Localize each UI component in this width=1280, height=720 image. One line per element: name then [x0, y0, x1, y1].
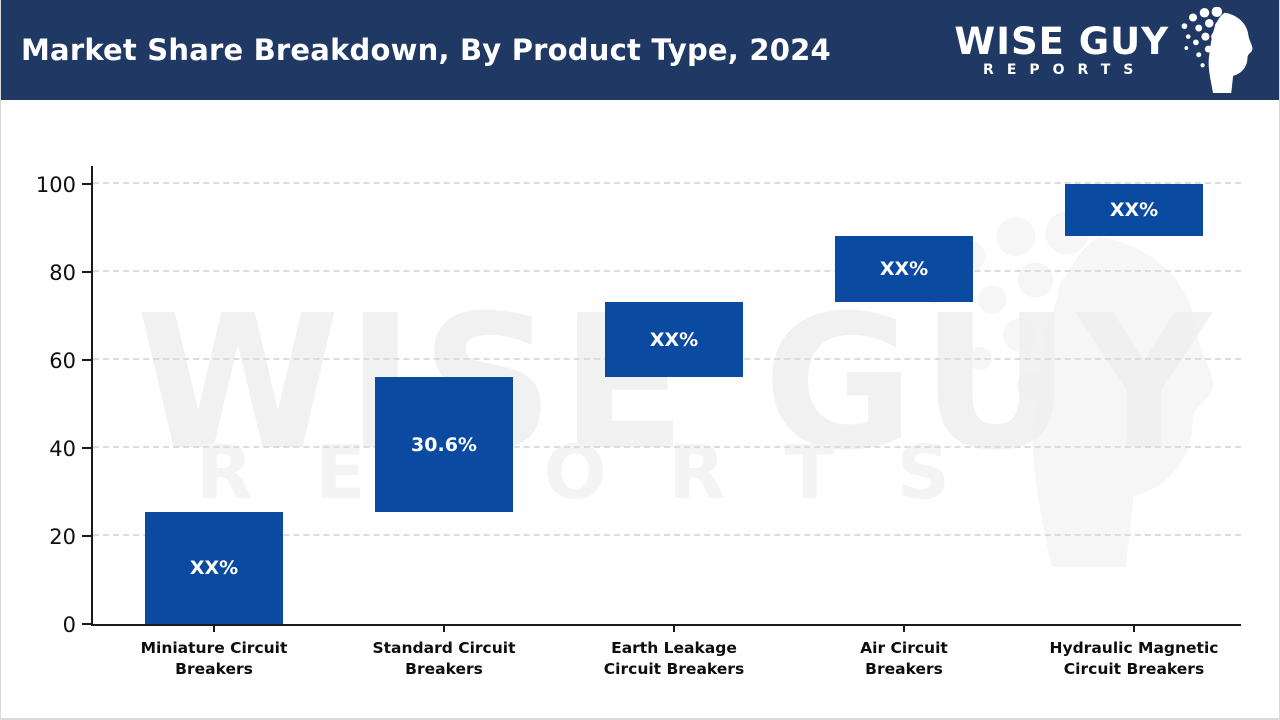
y-tick — [82, 447, 91, 449]
y-tick-label: 0 — [62, 613, 76, 637]
bar-value-label: XX% — [649, 328, 699, 351]
y-tick — [82, 359, 91, 361]
y-tick-label: 60 — [49, 349, 76, 373]
bar-value-label: 30.6% — [411, 433, 477, 456]
x-category-label: Miniature Circuit Breakers — [140, 639, 288, 678]
y-gridline — [93, 182, 1241, 184]
y-gridline — [93, 270, 1241, 272]
y-tick — [82, 183, 91, 185]
x-tick — [1133, 624, 1135, 632]
bar: 30.6% — [375, 377, 513, 512]
logo-wordmark-line2: REPORTS — [983, 62, 1147, 78]
bar: XX% — [145, 511, 283, 624]
x-category-label: Standard Circuit Breakers — [372, 639, 516, 678]
wiseguy-logo: WISE GUY REPORTS — [954, 7, 1257, 93]
x-tick — [903, 624, 905, 632]
bar: XX% — [835, 235, 973, 302]
logo-wordmark: WISE GUY REPORTS — [954, 23, 1169, 77]
y-tick — [82, 535, 91, 537]
x-category-label: Air Circuit Breakers — [860, 639, 948, 678]
y-gridline — [93, 446, 1241, 448]
logo-wordmark-line1: WISE GUY — [954, 20, 1169, 63]
header-bar: Market Share Breakdown, By Product Type,… — [1, 0, 1279, 100]
y-tick — [82, 623, 91, 625]
y-tick-label: 40 — [49, 437, 76, 461]
logo-head-icon — [1181, 7, 1253, 93]
x-category-label: Hydraulic Magnetic Circuit Breakers — [1049, 639, 1219, 678]
bar: XX% — [605, 301, 743, 378]
y-tick-label: 100 — [35, 173, 76, 197]
page-title: Market Share Breakdown, By Product Type,… — [21, 33, 831, 67]
bar-value-label: XX% — [189, 556, 239, 579]
x-tick — [673, 624, 675, 632]
plot-area: 0 20 40 60 80 100 XX% Miniature Circuit Breakers… — [36, 166, 1241, 678]
y-tick — [82, 271, 91, 273]
bar: XX% — [1065, 184, 1203, 236]
y-gridline — [93, 534, 1241, 536]
bar-value-label: XX% — [1109, 198, 1159, 221]
y-tick-label: 20 — [49, 525, 76, 549]
x-tick — [213, 624, 215, 632]
x-category-label: Earth Leakage Circuit Breakers — [603, 639, 745, 678]
x-tick — [443, 624, 445, 632]
bar-value-label: XX% — [879, 257, 929, 280]
y-tick-label: 80 — [49, 261, 76, 285]
